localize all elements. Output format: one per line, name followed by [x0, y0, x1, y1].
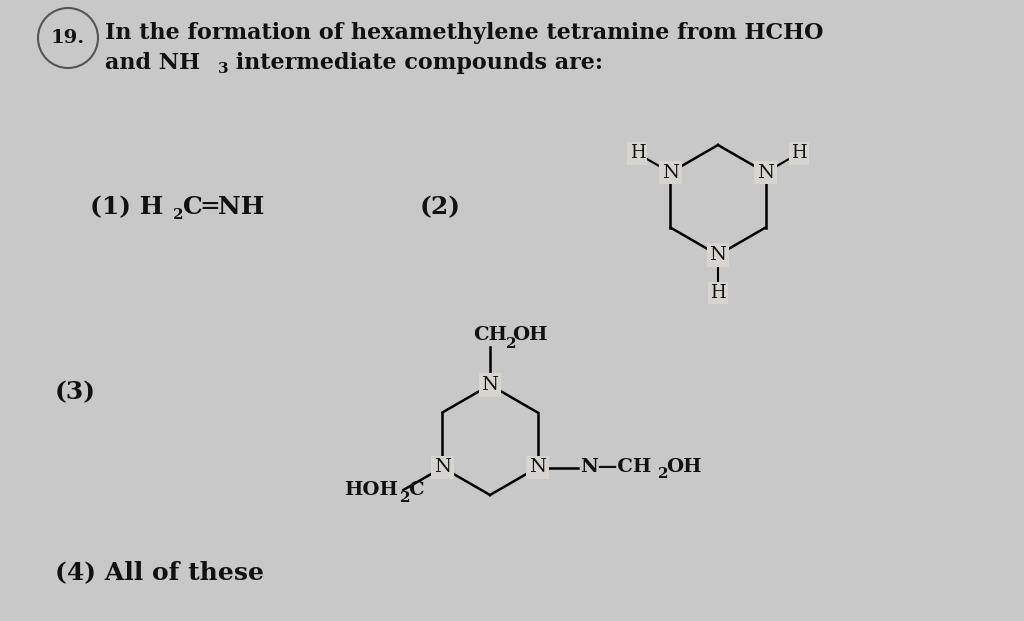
Text: OH: OH [512, 326, 548, 344]
Text: (3): (3) [55, 380, 96, 404]
Text: H: H [791, 145, 806, 163]
Text: C═NH: C═NH [183, 195, 264, 219]
Text: N: N [434, 458, 451, 476]
Text: N: N [710, 246, 726, 264]
Text: N: N [662, 163, 679, 181]
Text: N—CH: N—CH [580, 458, 651, 476]
Text: 2: 2 [657, 468, 668, 481]
Text: (2): (2) [420, 195, 461, 219]
Text: 19.: 19. [51, 29, 85, 47]
Text: HOH: HOH [344, 481, 398, 499]
Text: CH: CH [473, 326, 507, 344]
Text: In the formation of hexamethylene tetramine from HCHO: In the formation of hexamethylene tetram… [105, 22, 823, 44]
Text: N: N [757, 163, 774, 181]
Text: C: C [409, 481, 424, 499]
Text: H: H [630, 145, 645, 163]
Text: 2: 2 [506, 337, 516, 351]
Text: N: N [529, 458, 546, 476]
Text: 2: 2 [173, 208, 183, 222]
Text: OH: OH [666, 458, 701, 476]
Text: H: H [711, 284, 726, 302]
Text: intermediate compounds are:: intermediate compounds are: [228, 52, 603, 74]
Text: (1) H: (1) H [90, 195, 164, 219]
Text: 2: 2 [400, 491, 411, 505]
Text: and NH: and NH [105, 52, 200, 74]
Text: (4) All of these: (4) All of these [55, 560, 264, 584]
Text: 3: 3 [218, 62, 228, 76]
Text: N: N [481, 376, 499, 394]
